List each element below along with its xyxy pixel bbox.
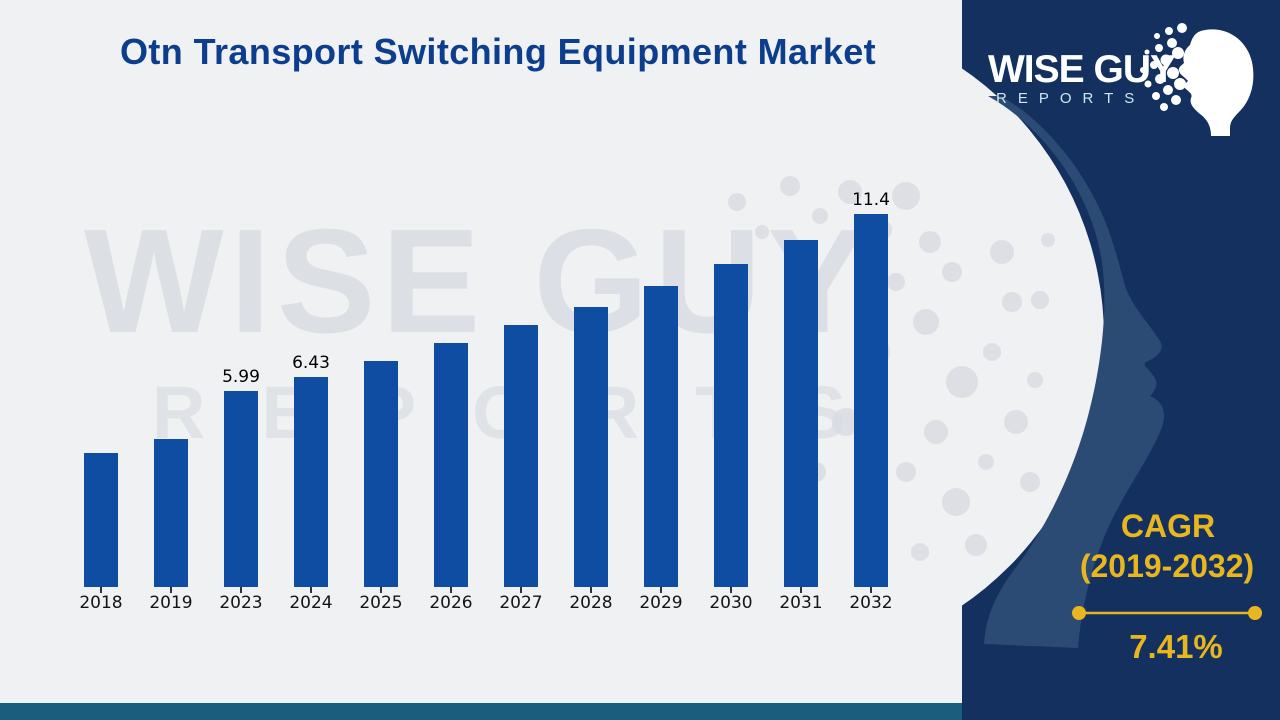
x-tick-label: 2028 xyxy=(569,593,613,613)
x-tick xyxy=(240,587,242,593)
x-tick xyxy=(100,587,102,593)
x-tick xyxy=(310,587,312,593)
bar-2025 xyxy=(364,361,398,587)
bar-2028 xyxy=(574,307,608,587)
x-tick-label: 2027 xyxy=(499,593,543,613)
bar-2023 xyxy=(224,391,258,587)
x-tick-label: 2019 xyxy=(149,593,193,613)
cagr-label: CAGR xyxy=(1120,508,1216,544)
logo-tagline-text: REPORTS xyxy=(996,90,1146,107)
bar-2032 xyxy=(854,214,888,587)
x-tick-label: 2025 xyxy=(359,593,403,613)
x-tick-label: 2030 xyxy=(709,593,753,613)
bar-2018 xyxy=(84,453,118,587)
x-tick xyxy=(380,587,382,593)
cagr-divider-line xyxy=(1072,606,1262,620)
bar-2030 xyxy=(714,264,748,587)
bar-value-label: 6.43 xyxy=(292,353,330,373)
x-tick xyxy=(170,587,172,593)
bar-2019 xyxy=(154,439,188,587)
bar-value-label: 11.4 xyxy=(852,190,890,210)
x-tick xyxy=(660,587,662,593)
bar-2031 xyxy=(784,240,818,587)
bar-2029 xyxy=(644,286,678,587)
logo-face-icon xyxy=(1140,23,1254,136)
bar-2027 xyxy=(504,325,538,587)
x-tick-label: 2029 xyxy=(639,593,683,613)
x-tick-label: 2018 xyxy=(79,593,123,613)
footer-stripe xyxy=(0,703,962,720)
cagr-range: (2019-2032) xyxy=(1079,548,1255,584)
x-tick xyxy=(870,587,872,593)
x-tick xyxy=(520,587,522,593)
x-tick-label: 2024 xyxy=(289,593,333,613)
bar-value-label: 5.99 xyxy=(222,367,260,387)
x-tick xyxy=(450,587,452,593)
x-tick-label: 2026 xyxy=(429,593,473,613)
x-tick xyxy=(730,587,732,593)
x-tick-label: 2031 xyxy=(779,593,823,613)
bar-2024 xyxy=(294,377,328,587)
cagr-value: 7.41% xyxy=(1129,628,1223,665)
x-tick xyxy=(590,587,592,593)
page-title: Otn Transport Switching Equipment Market xyxy=(120,31,877,72)
x-tick-label: 2023 xyxy=(219,593,263,613)
background-circle xyxy=(454,12,1104,662)
x-tick-label: 2032 xyxy=(849,593,893,613)
x-tick xyxy=(800,587,802,593)
bar-2026 xyxy=(434,343,468,587)
